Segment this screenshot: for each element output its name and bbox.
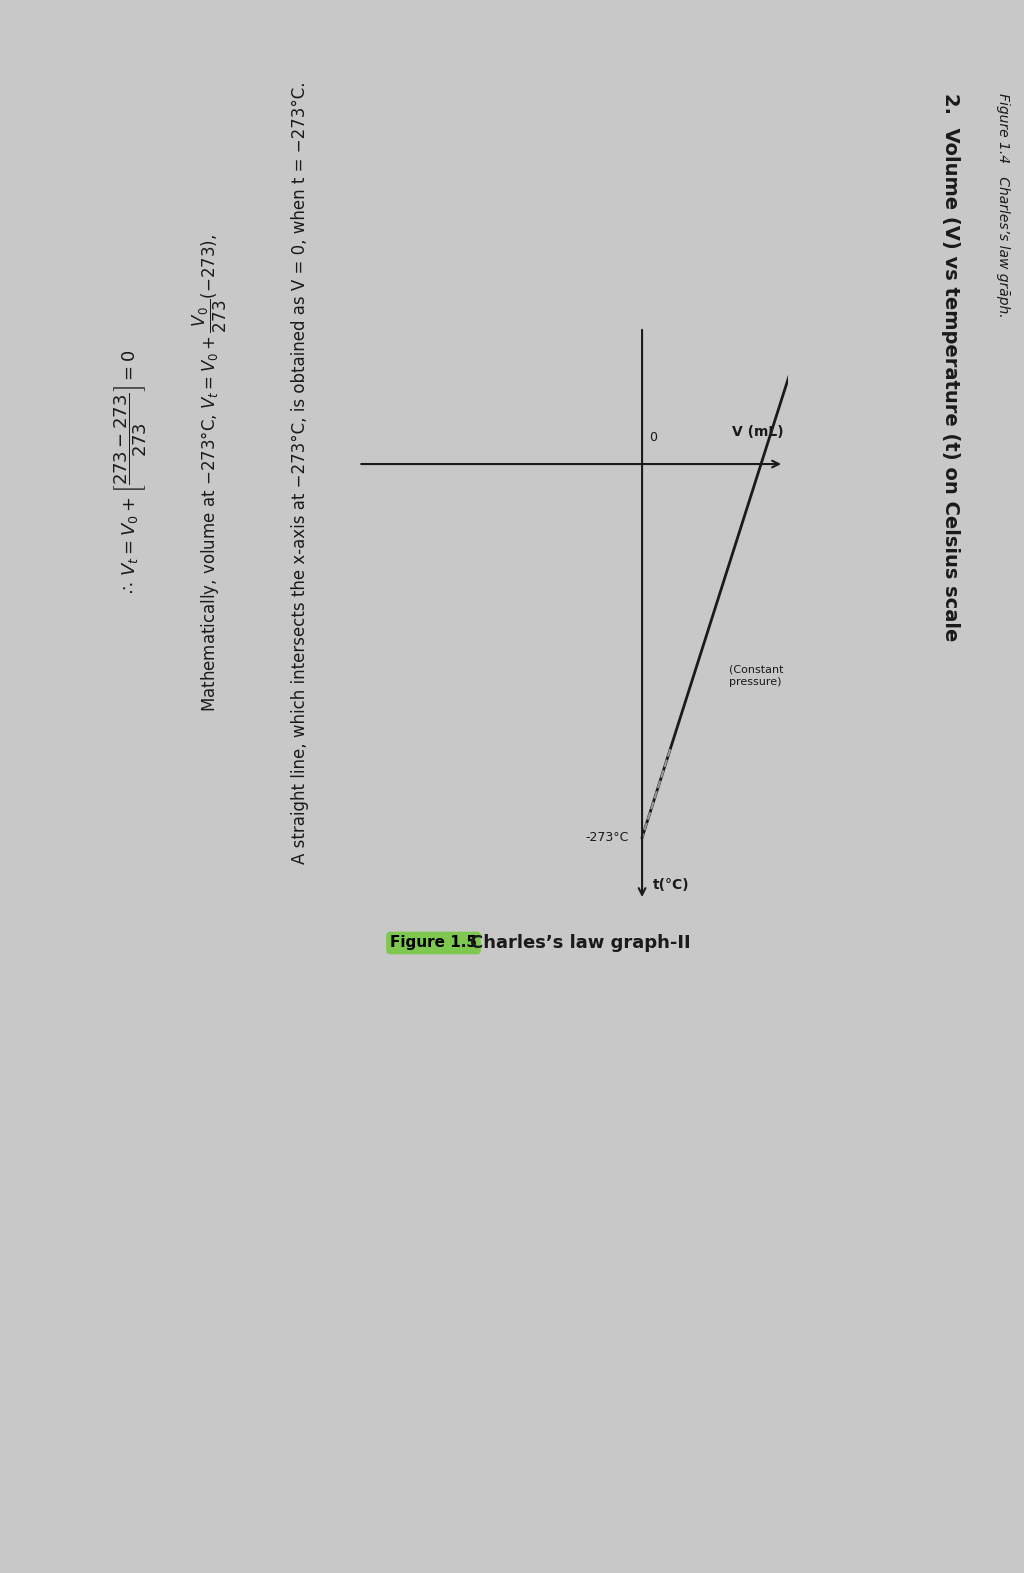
Text: Mathematically, volume at $-273\degree$C, $V_t = V_0 + \dfrac{V_0}{273}(-273)$,: Mathematically, volume at $-273\degree$C… [190,234,229,713]
Text: A straight line, which intersects the x-axis at −273°C, is obtained as V = 0, wh: A straight line, which intersects the x-… [291,82,309,864]
Text: -273°C: -273°C [585,831,629,845]
Text: 0: 0 [649,431,657,444]
Text: Figure 1.5: Figure 1.5 [390,936,477,950]
Text: $\therefore\, V_t = V_0 + \left[\dfrac{273-273}{273}\right] = 0$: $\therefore\, V_t = V_0 + \left[\dfrac{2… [112,349,148,596]
Text: (Constant
pressure): (Constant pressure) [729,665,783,686]
Text: V (mL): V (mL) [732,425,784,439]
Text: t(°C): t(°C) [653,878,690,892]
Text: 2.  Volume (V) vs temperature (t) on Celsius scale: 2. Volume (V) vs temperature (t) on Cels… [941,93,961,642]
Text: Figure 1.4   Charles’s law grāph.: Figure 1.4 Charles’s law grāph. [996,93,1010,318]
Text: Charles’s law graph-II: Charles’s law graph-II [470,934,690,952]
